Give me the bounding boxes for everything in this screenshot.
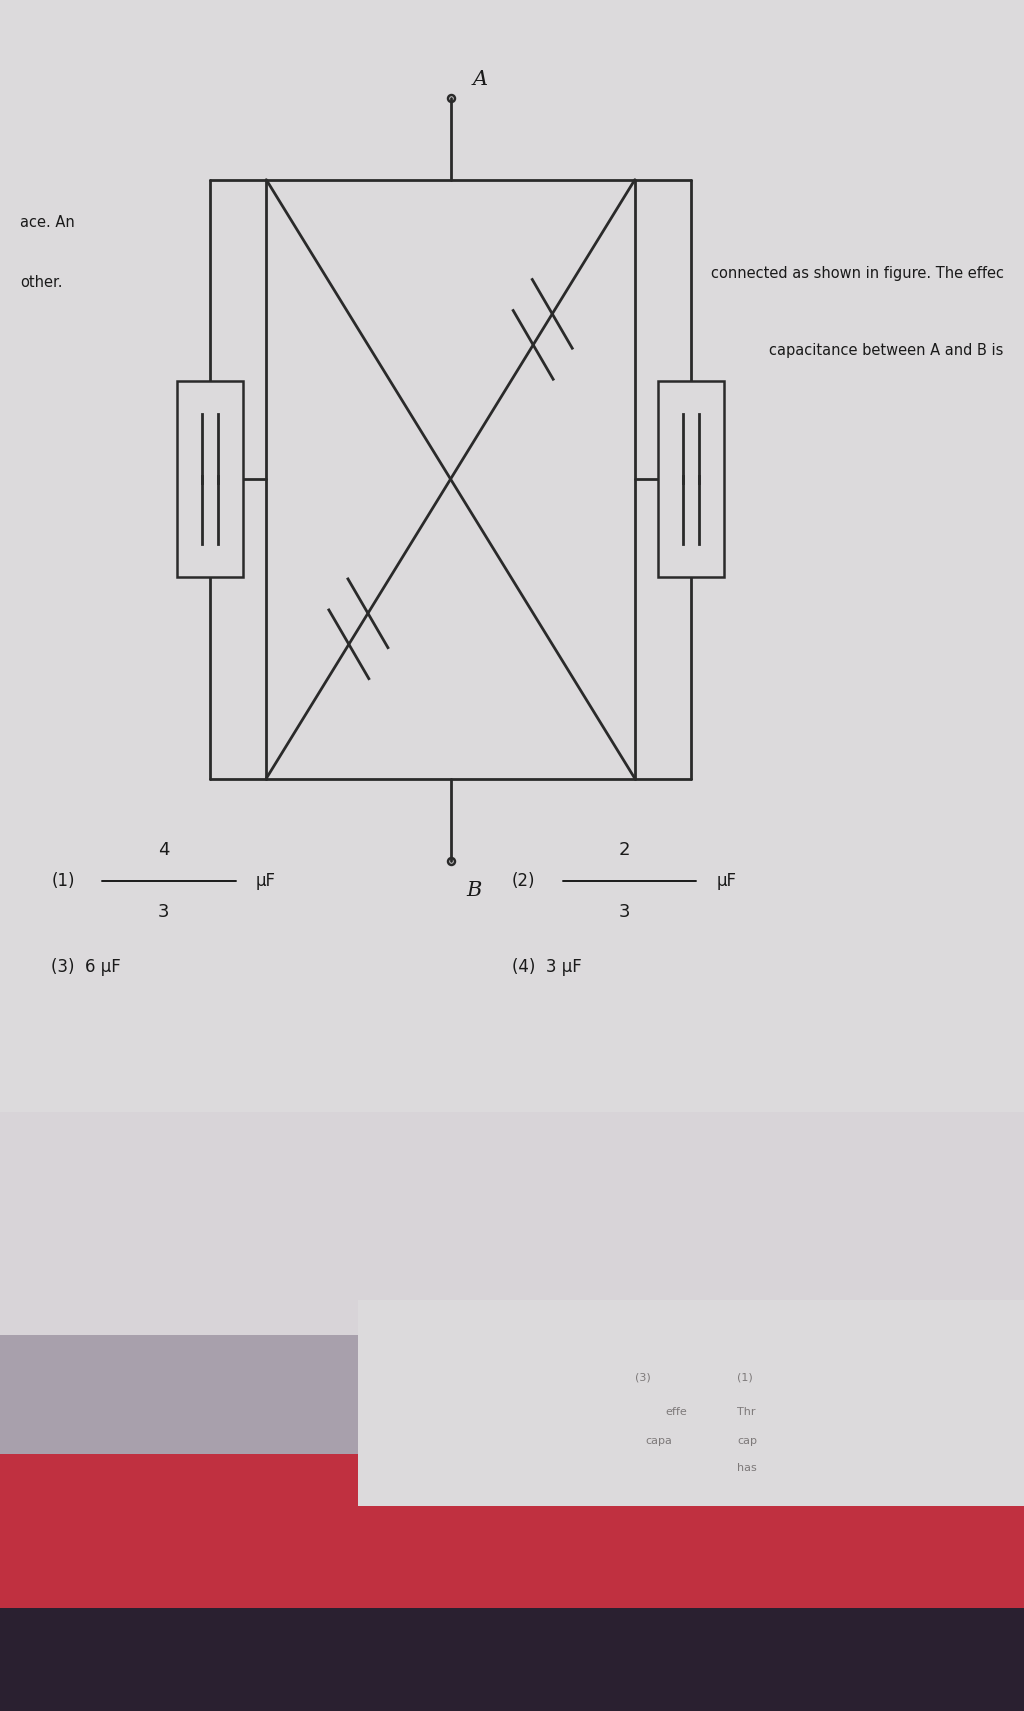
Text: (1): (1): [737, 1372, 753, 1382]
Text: effe: effe: [666, 1406, 687, 1417]
Text: (3)  6 μF: (3) 6 μF: [51, 958, 121, 975]
FancyBboxPatch shape: [0, 1454, 1024, 1625]
Text: μF: μF: [717, 873, 737, 890]
Text: μF: μF: [256, 873, 276, 890]
Text: (1): (1): [51, 873, 75, 890]
Text: other.: other.: [20, 275, 63, 289]
FancyBboxPatch shape: [658, 382, 725, 578]
Text: (3): (3): [635, 1372, 650, 1382]
Text: A: A: [473, 70, 488, 89]
Text: has: has: [737, 1463, 757, 1473]
Text: B: B: [466, 881, 481, 900]
Text: 3: 3: [618, 903, 631, 921]
FancyBboxPatch shape: [358, 1300, 1024, 1506]
FancyBboxPatch shape: [0, 0, 1024, 1335]
Text: connected as shown in figure. The effec: connected as shown in figure. The effec: [711, 267, 1004, 281]
Text: capa: capa: [645, 1436, 672, 1446]
FancyBboxPatch shape: [0, 1335, 1024, 1711]
Text: (2): (2): [512, 873, 536, 890]
Text: 4: 4: [158, 842, 170, 859]
Text: (4)  3 μF: (4) 3 μF: [512, 958, 582, 975]
Text: 2: 2: [618, 842, 631, 859]
Text: Thr: Thr: [737, 1406, 756, 1417]
Text: ace. An: ace. An: [20, 216, 75, 229]
Text: cap: cap: [737, 1436, 758, 1446]
Text: capacitance between A and B is: capacitance between A and B is: [769, 344, 1004, 358]
FancyBboxPatch shape: [0, 0, 1024, 1112]
FancyBboxPatch shape: [0, 1608, 1024, 1711]
FancyBboxPatch shape: [177, 382, 244, 578]
Text: 3: 3: [158, 903, 170, 921]
